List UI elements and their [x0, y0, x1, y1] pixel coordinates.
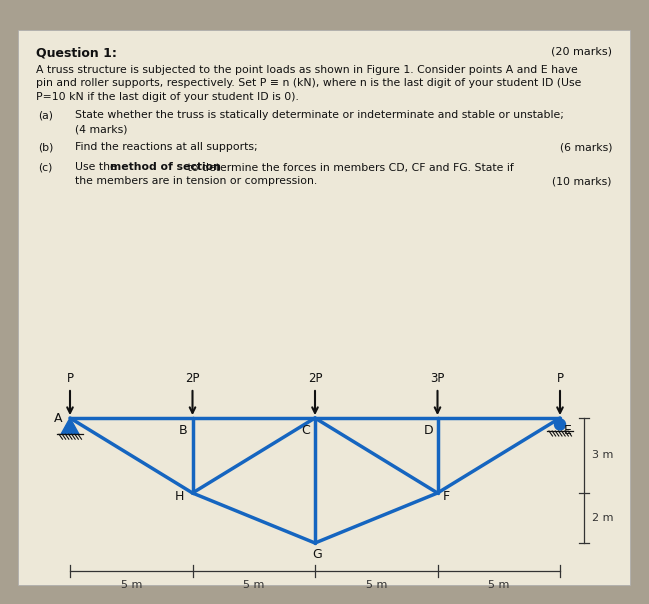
Text: 2 m: 2 m: [592, 513, 613, 523]
Circle shape: [554, 419, 565, 430]
Text: State whether the truss is statically determinate or indeterminate and stable or: State whether the truss is statically de…: [75, 111, 564, 121]
Text: A: A: [54, 411, 62, 425]
Polygon shape: [61, 418, 79, 434]
Text: (6 marks): (6 marks): [559, 143, 612, 152]
Text: C: C: [302, 425, 310, 437]
Text: G: G: [312, 548, 322, 562]
Text: Use the: Use the: [75, 162, 120, 173]
Text: F: F: [443, 490, 450, 504]
Text: 5 m: 5 m: [243, 580, 264, 590]
Text: D: D: [424, 425, 434, 437]
Text: (10 marks): (10 marks): [552, 176, 612, 187]
Text: A truss structure is subjected to the point loads as shown in Figure 1. Consider: A truss structure is subjected to the po…: [36, 65, 578, 75]
Text: 5 m: 5 m: [365, 580, 387, 590]
Text: 5 m: 5 m: [121, 580, 142, 590]
Text: P: P: [66, 372, 73, 385]
Text: P: P: [556, 372, 563, 385]
Text: (c): (c): [38, 162, 53, 173]
Text: the members are in tension or compression.: the members are in tension or compressio…: [75, 176, 317, 187]
Text: 3P: 3P: [430, 372, 445, 385]
Text: (a): (a): [38, 111, 53, 121]
Text: 2P: 2P: [185, 372, 200, 385]
Text: (4 marks): (4 marks): [75, 124, 127, 135]
Text: 5 m: 5 m: [488, 580, 509, 590]
Text: to determine the forces in members CD, CF and FG. State if: to determine the forces in members CD, C…: [184, 162, 513, 173]
Text: 3 m: 3 m: [592, 451, 613, 460]
Text: (b): (b): [38, 143, 53, 152]
Text: Question 1:: Question 1:: [36, 46, 117, 59]
Text: 2P: 2P: [308, 372, 323, 385]
Text: B: B: [179, 425, 188, 437]
FancyBboxPatch shape: [18, 30, 630, 585]
Text: method of section: method of section: [110, 162, 221, 173]
Text: Find the reactions at all supports;: Find the reactions at all supports;: [75, 143, 258, 152]
Text: pin and roller supports, respectively. Set P ≡ n (kN), where n is the last digit: pin and roller supports, respectively. S…: [36, 79, 582, 89]
Text: P=10 kN if the last digit of your student ID is 0).: P=10 kN if the last digit of your studen…: [36, 92, 299, 102]
Text: E: E: [564, 425, 572, 437]
Text: H: H: [175, 490, 184, 504]
Text: (20 marks): (20 marks): [551, 46, 612, 56]
